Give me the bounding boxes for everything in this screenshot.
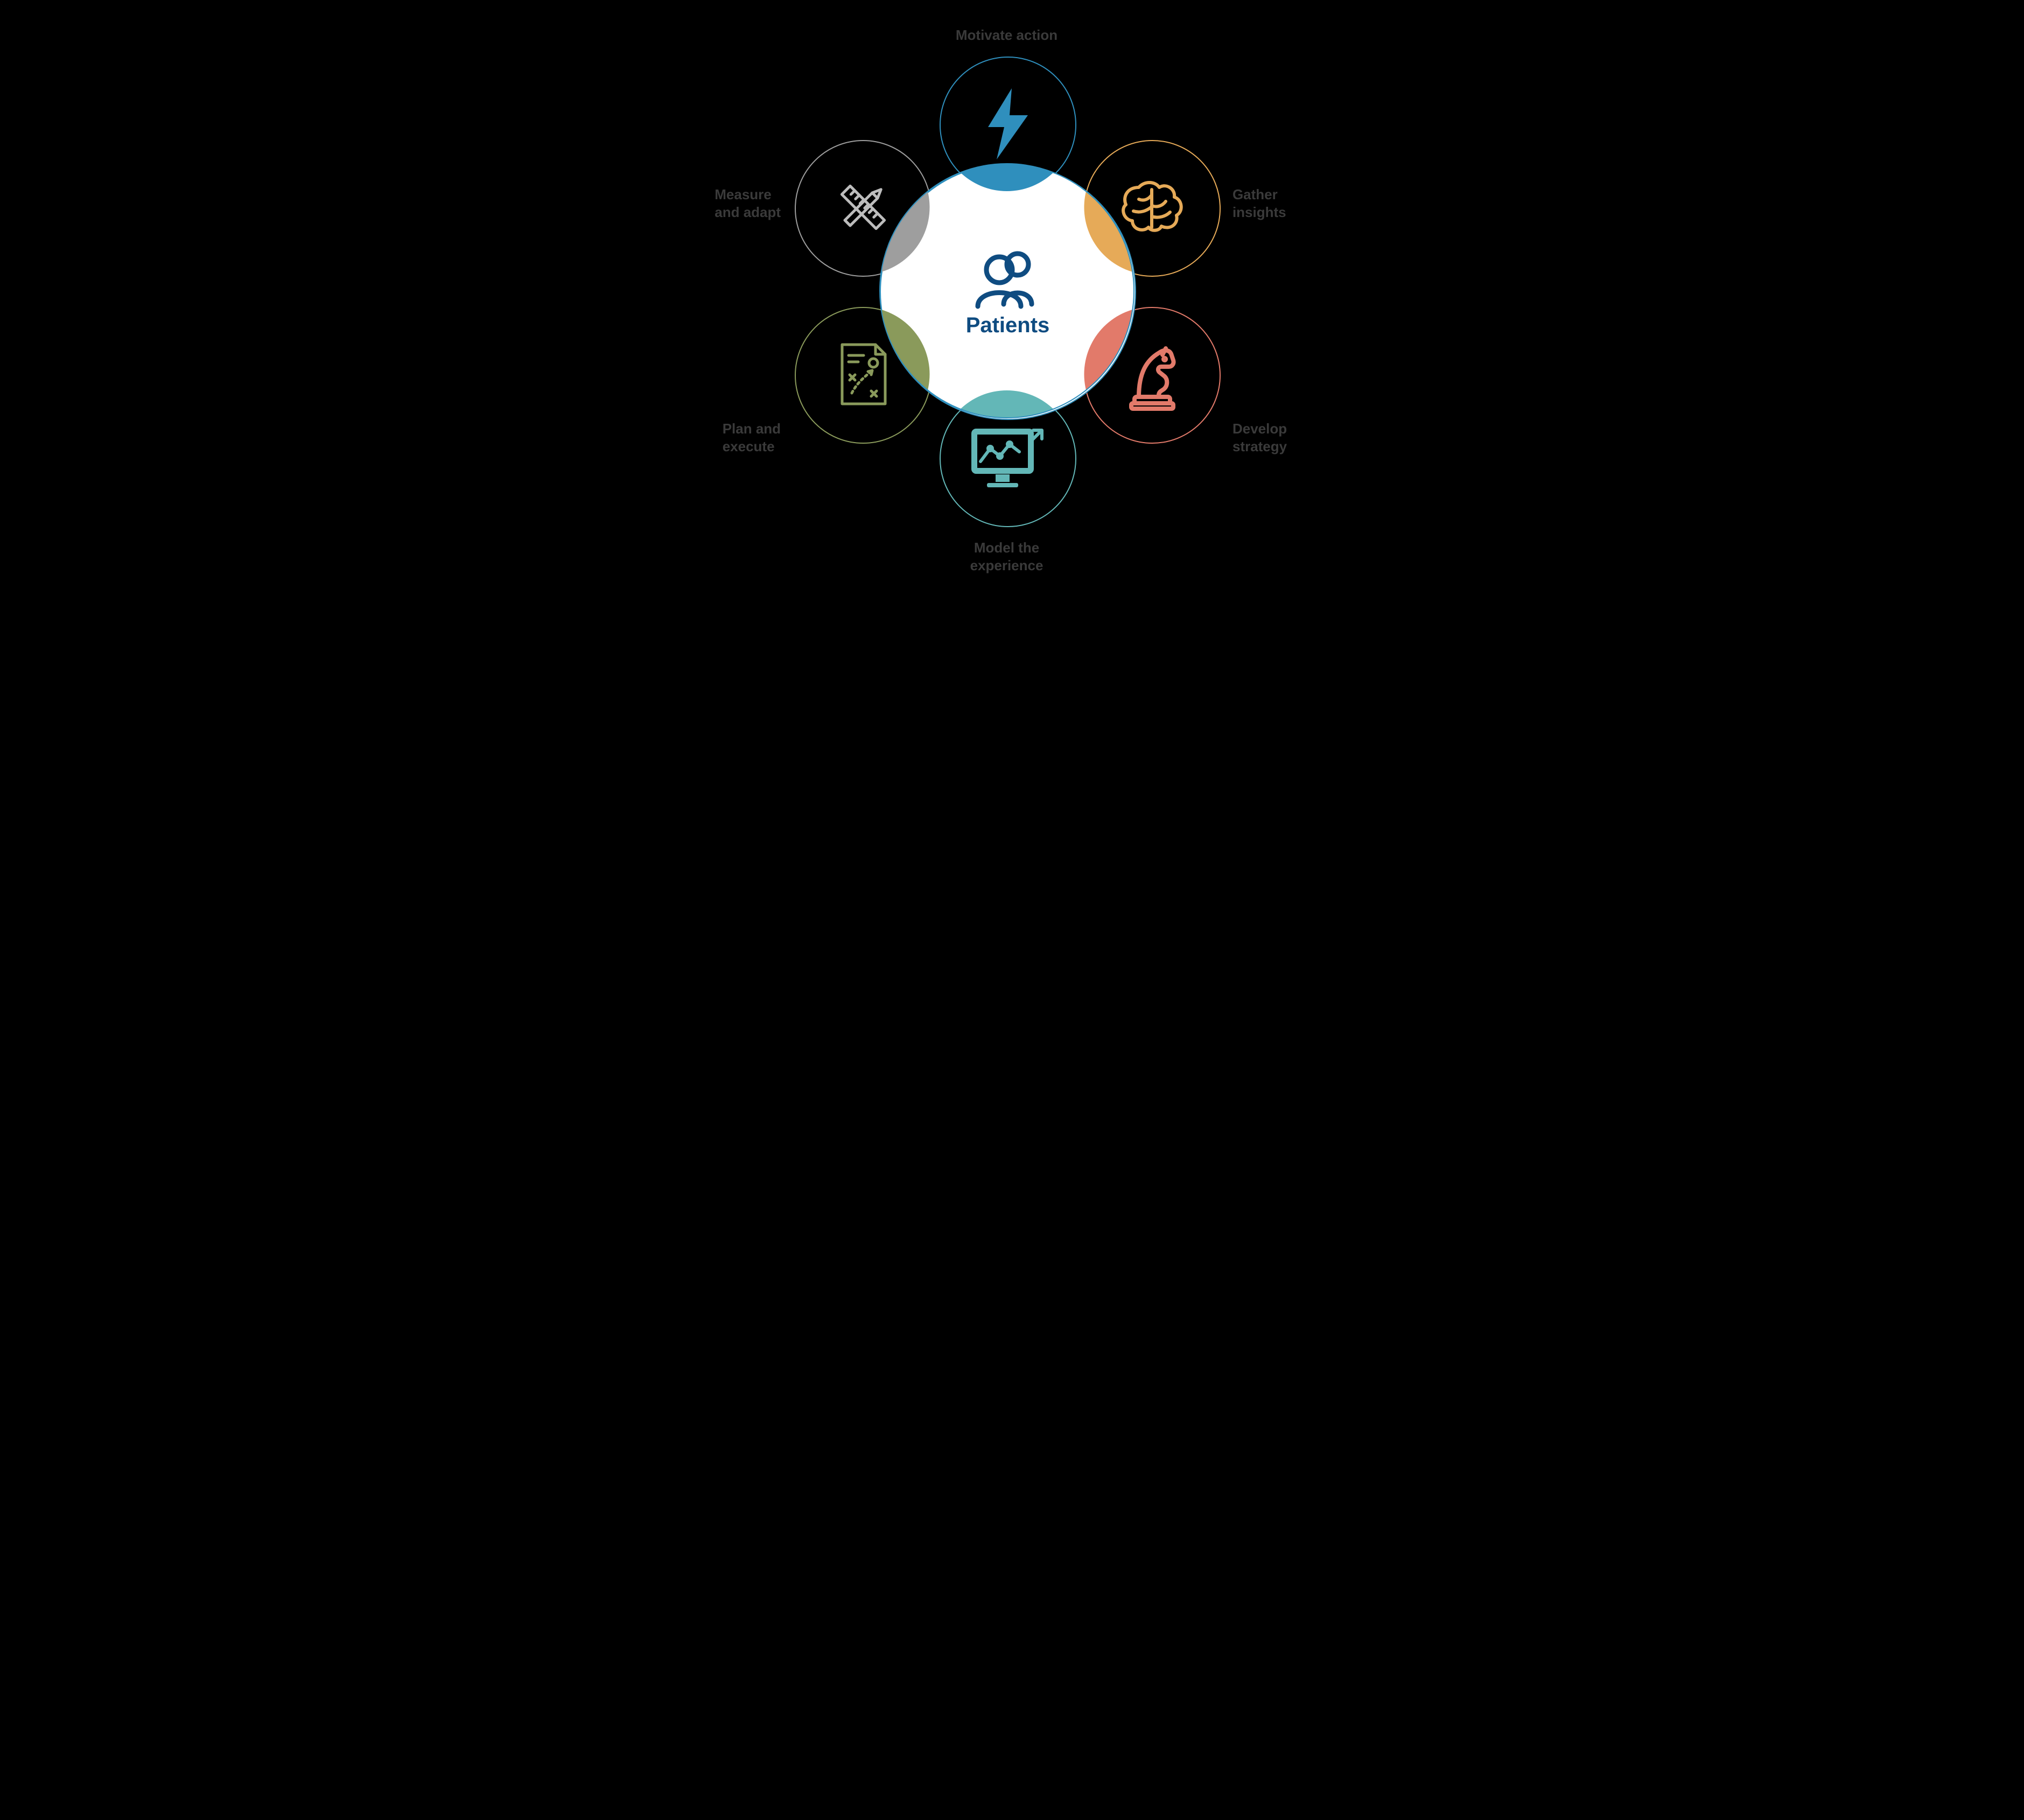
knight-icon [1123, 337, 1182, 415]
brain-icon [1117, 178, 1187, 240]
monitor-chart-icon [968, 423, 1048, 495]
node-label-motivate: Motivate action [932, 26, 1082, 44]
node-label-plan: Plan and execute [723, 420, 781, 455]
ruler-pencil-icon [828, 172, 898, 245]
node-label-gather: Gather insights [1232, 186, 1286, 221]
center-hub: Patients [880, 164, 1136, 420]
node-label-develop: Develop strategy [1232, 420, 1287, 455]
bolt-icon [978, 86, 1038, 164]
people-icon [965, 246, 1051, 313]
node-label-model: Model the experience [932, 539, 1082, 574]
playbook-icon [834, 339, 893, 412]
node-label-measure: Measure and adapt [715, 186, 781, 221]
center-label: Patients [966, 313, 1050, 338]
radial-diagram: Patients Motivate action Gather insights D… [697, 0, 1328, 568]
